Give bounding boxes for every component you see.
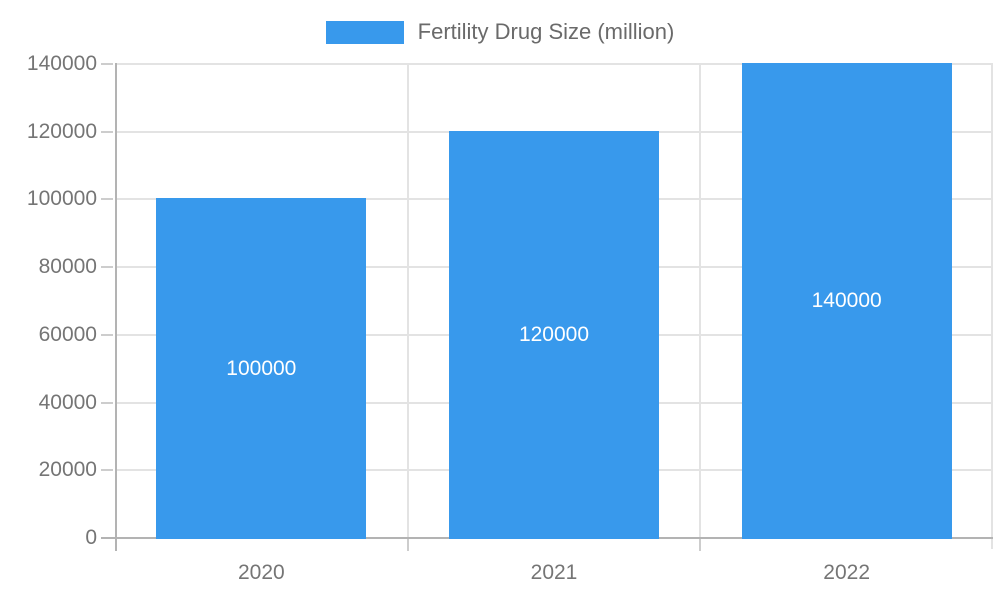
x-tick-mark	[407, 539, 409, 551]
y-tick-mark	[101, 469, 113, 472]
x-tick-label: 2022	[823, 561, 871, 584]
x-tick-label: 2021	[530, 561, 578, 584]
y-tick-mark	[101, 63, 113, 65]
y-tick-label: 0	[85, 526, 97, 549]
y-tick-label: 40000	[38, 390, 97, 414]
bar-value-label: 120000	[518, 322, 590, 346]
bar[interactable]: 100000	[156, 198, 367, 539]
bar-value-label: 140000	[811, 289, 882, 312]
y-tick-label: 60000	[38, 322, 97, 346]
y-gridline	[115, 63, 993, 65]
x-gridline	[407, 63, 409, 537]
y-axis-line	[115, 63, 117, 551]
x-gridline	[699, 63, 701, 537]
plot-right-border	[991, 63, 993, 549]
y-tick-label: 140000	[26, 52, 97, 75]
plot-area: 100000 120000 140000	[101, 63, 993, 551]
y-tick-label: 80000	[38, 255, 97, 279]
y-tick-mark	[101, 266, 113, 269]
y-tick-mark	[101, 198, 113, 201]
chart-legend[interactable]: Fertility Drug Size (million)	[0, 20, 1000, 44]
bar[interactable]: 140000	[741, 63, 952, 539]
y-tick-mark	[101, 333, 113, 336]
legend-swatch-icon	[325, 20, 404, 44]
x-tick-label: 2020	[237, 561, 285, 584]
legend-label: Fertility Drug Size (million)	[417, 19, 675, 44]
bar-value-label: 100000	[226, 356, 297, 380]
y-tick-label: 120000	[26, 119, 97, 143]
y-tick-label: 100000	[26, 187, 97, 211]
y-tick-mark	[101, 401, 113, 404]
y-tick-mark	[101, 130, 113, 133]
bar[interactable]: 120000	[449, 130, 659, 539]
x-tick-mark	[699, 539, 701, 551]
y-tick-label: 20000	[38, 458, 97, 482]
